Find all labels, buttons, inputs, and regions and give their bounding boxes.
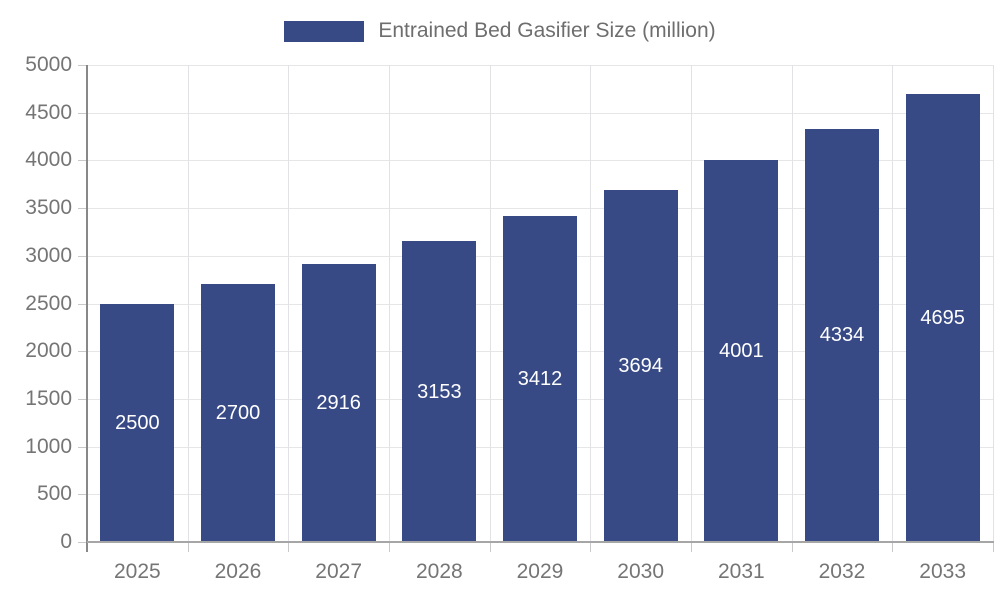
bar-value-label-2026: 2700 (215, 402, 261, 425)
horizontal-gridline (87, 112, 993, 114)
bar-2028[interactable]: 3153 (402, 241, 477, 542)
y-axis-tick (78, 542, 87, 543)
y-tick-label: 2500 (25, 291, 72, 315)
y-tick-label: 0 (60, 530, 72, 553)
y-axis-tick (78, 351, 87, 353)
y-axis-tick (78, 208, 87, 210)
vertical-gridline (590, 65, 592, 542)
x-axis-tick (892, 542, 894, 552)
x-tick-label-2029: 2029 (516, 560, 564, 583)
bar-2027[interactable]: 2916 (301, 263, 376, 542)
x-axis-line (87, 541, 994, 543)
y-tick-label: 2000 (25, 339, 72, 363)
vertical-gridline (489, 65, 491, 542)
y-axis-tick (78, 65, 87, 66)
y-axis-tick (78, 446, 87, 448)
x-axis-tick (590, 542, 592, 552)
x-axis-tick (791, 542, 793, 552)
x-tick-label-2030: 2030 (617, 560, 665, 583)
y-tick-label: 3000 (25, 243, 72, 267)
x-tick-label-2025: 2025 (113, 560, 161, 583)
x-axis-tick (489, 542, 491, 552)
y-tick-label: 4500 (25, 100, 72, 124)
bar-value-label-2028: 3153 (417, 380, 462, 403)
bar-2029[interactable]: 3412 (503, 216, 577, 542)
legend-swatch (284, 20, 365, 42)
x-axis-tick (691, 542, 692, 552)
bar-value-label-2033: 4695 (920, 307, 965, 330)
bar-2030[interactable]: 3694 (603, 189, 678, 542)
bar-2031[interactable]: 4001 (704, 160, 779, 542)
y-tick-label: 1000 (25, 434, 72, 458)
y-tick-label: 1500 (25, 386, 72, 410)
x-axis-tick (187, 542, 189, 552)
legend-label: Entrained Bed Gasifier Size (million) (378, 19, 716, 42)
y-tick-label: 4000 (25, 148, 72, 172)
bar-value-label-2032: 4334 (819, 324, 865, 347)
y-tick-label: 5000 (25, 53, 72, 76)
vertical-gridline (892, 65, 894, 542)
y-axis-tick (78, 494, 87, 496)
y-axis-tick (78, 160, 87, 162)
horizontal-gridline (87, 65, 993, 66)
y-axis-tick (78, 255, 87, 257)
bar-value-label-2025: 2500 (115, 411, 160, 434)
vertical-gridline (691, 65, 692, 542)
x-tick-label-2033: 2033 (919, 560, 967, 583)
y-axis-tick (78, 112, 87, 114)
y-tick-label: 3500 (25, 196, 72, 220)
x-axis-tick (389, 542, 390, 552)
horizontal-gridline (87, 160, 993, 162)
y-axis-line (86, 65, 88, 552)
bar-value-label-2030: 3694 (618, 354, 663, 377)
bar-2025[interactable]: 2500 (100, 303, 175, 542)
x-tick-label-2026: 2026 (214, 560, 262, 583)
bar-2033[interactable]: 4695 (905, 94, 980, 542)
vertical-gridline (791, 65, 793, 542)
x-axis-tick (288, 542, 290, 552)
bar-2032[interactable]: 4334 (805, 128, 879, 542)
vertical-gridline (187, 65, 189, 542)
bar-value-label-2031: 4001 (719, 340, 764, 363)
vertical-gridline (389, 65, 390, 542)
y-axis-tick (78, 303, 87, 305)
legend[interactable]: Entrained Bed Gasifier Size (million) (0, 19, 1000, 43)
x-axis-tick (993, 542, 994, 552)
y-tick-label: 500 (36, 482, 72, 506)
bar-value-label-2027: 2916 (316, 391, 361, 414)
bar-2026[interactable]: 2700 (201, 284, 275, 542)
x-tick-label-2031: 2031 (717, 560, 765, 583)
x-tick-label-2027: 2027 (315, 560, 363, 583)
x-tick-label-2028: 2028 (415, 560, 463, 583)
x-tick-label-2032: 2032 (818, 560, 866, 583)
vertical-gridline (288, 65, 290, 542)
vertical-gridline (993, 65, 994, 542)
y-axis-tick (78, 398, 87, 400)
horizontal-gridline (87, 208, 993, 210)
bar-value-label-2029: 3412 (517, 368, 563, 391)
